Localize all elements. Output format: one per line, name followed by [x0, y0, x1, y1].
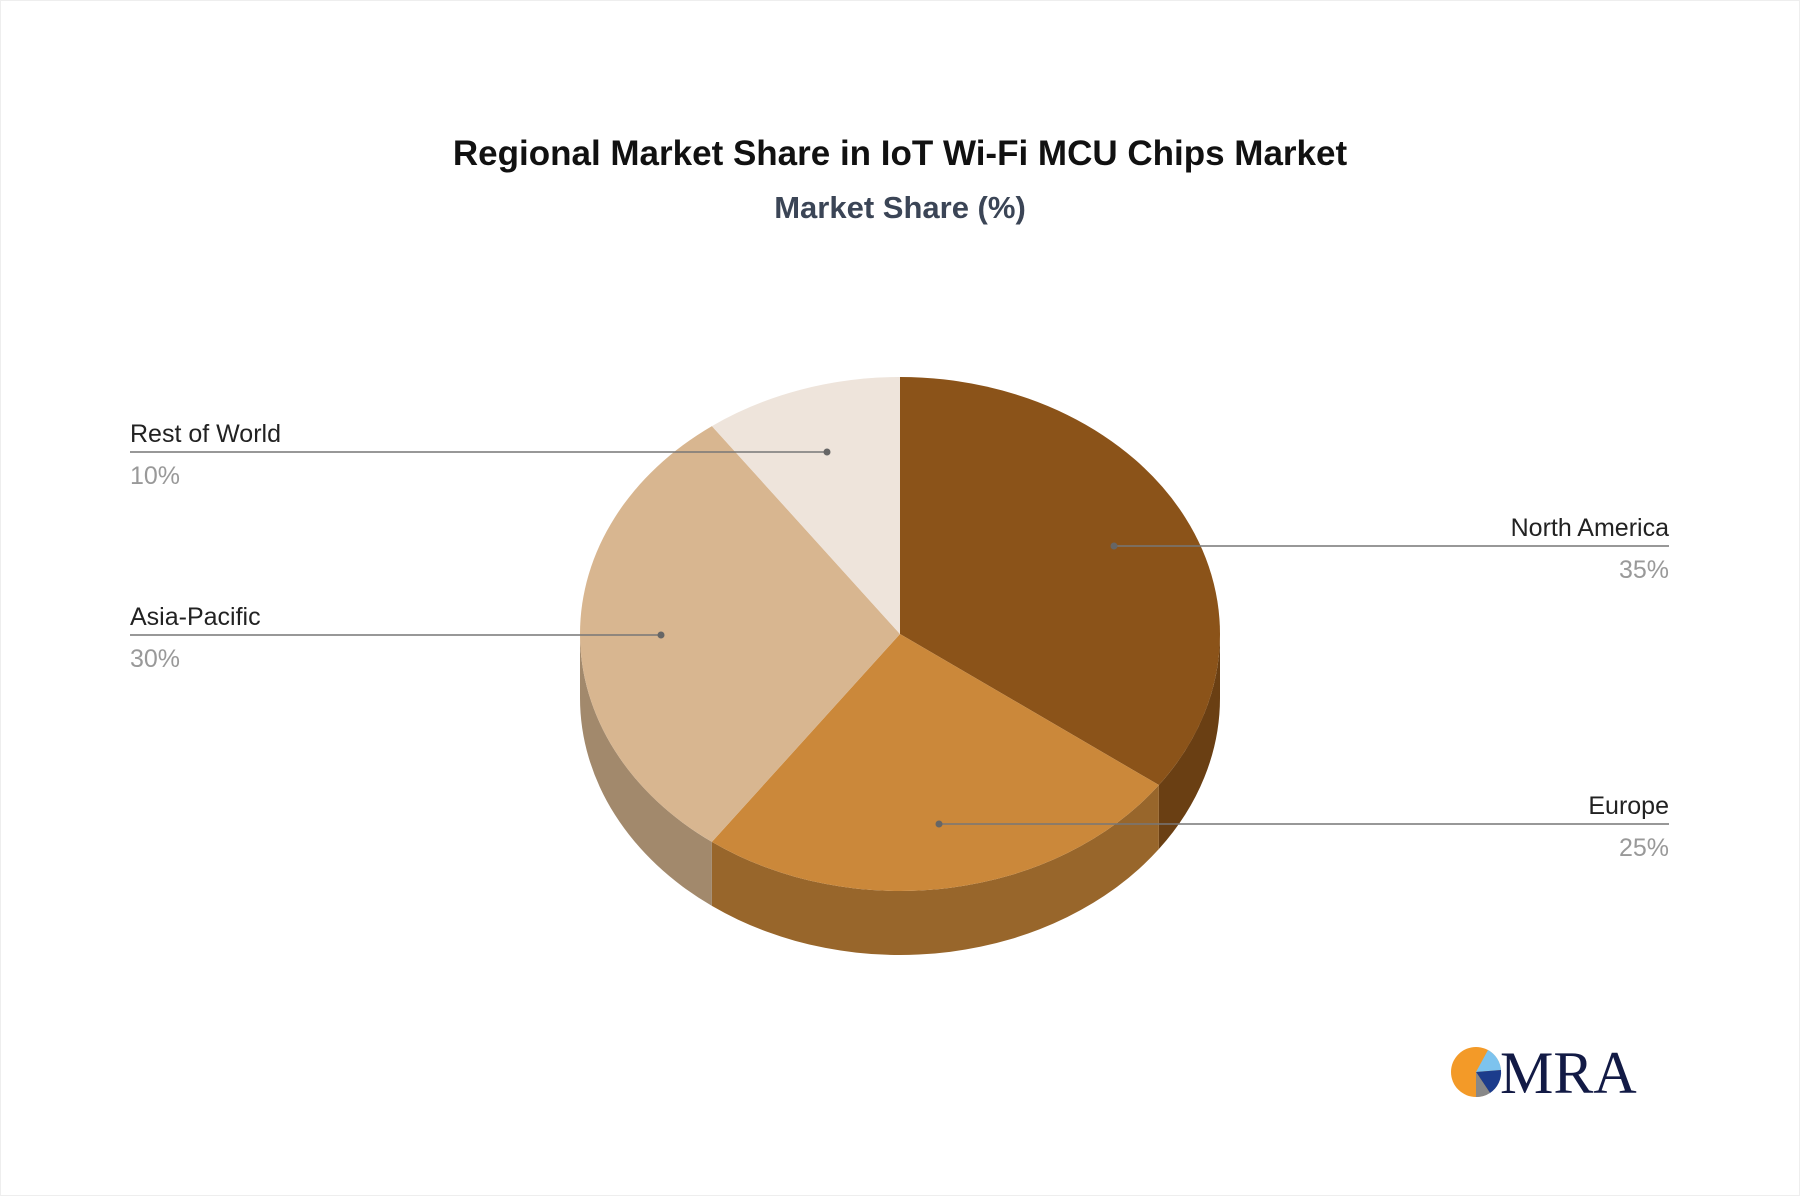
slice-label-rest-of-world: Rest of World: [130, 420, 281, 448]
pie-side-europe: [711, 785, 1159, 956]
pie-slice-europe[interactable]: [711, 634, 1159, 891]
chart-title: Regional Market Share in IoT Wi-Fi MCU C…: [452, 134, 1348, 173]
chart-subtitle: Market Share (%): [774, 190, 1026, 225]
slice-value-asia-pacific: 30%: [130, 645, 180, 673]
slice-label-north-america: North America: [1511, 514, 1669, 542]
logo-text: MRA: [1500, 1040, 1637, 1100]
leader-dot-asia-pacific: [657, 631, 665, 639]
pie-slice-rest-of-world[interactable]: [711, 377, 900, 634]
pie-slice-north-america[interactable]: [900, 377, 1220, 786]
leader-dot-europe: [935, 820, 943, 828]
leader-dot-rest-of-world: [823, 448, 831, 456]
mra-logo: MRA: [1451, 1040, 1637, 1100]
slice-value-rest-of-world: 10%: [130, 462, 180, 490]
leader-dot-north-america: [1110, 542, 1118, 550]
pie-side-asia-pacific: [580, 634, 712, 906]
slice-label-europe: Europe: [1588, 792, 1669, 820]
pie-side-north-america: [1158, 634, 1220, 850]
slice-label-asia-pacific: Asia-Pacific: [130, 603, 261, 631]
slice-value-europe: 25%: [1619, 834, 1669, 862]
slice-value-north-america: 35%: [1619, 556, 1669, 584]
pie-slice-asia-pacific[interactable]: [579, 426, 900, 842]
